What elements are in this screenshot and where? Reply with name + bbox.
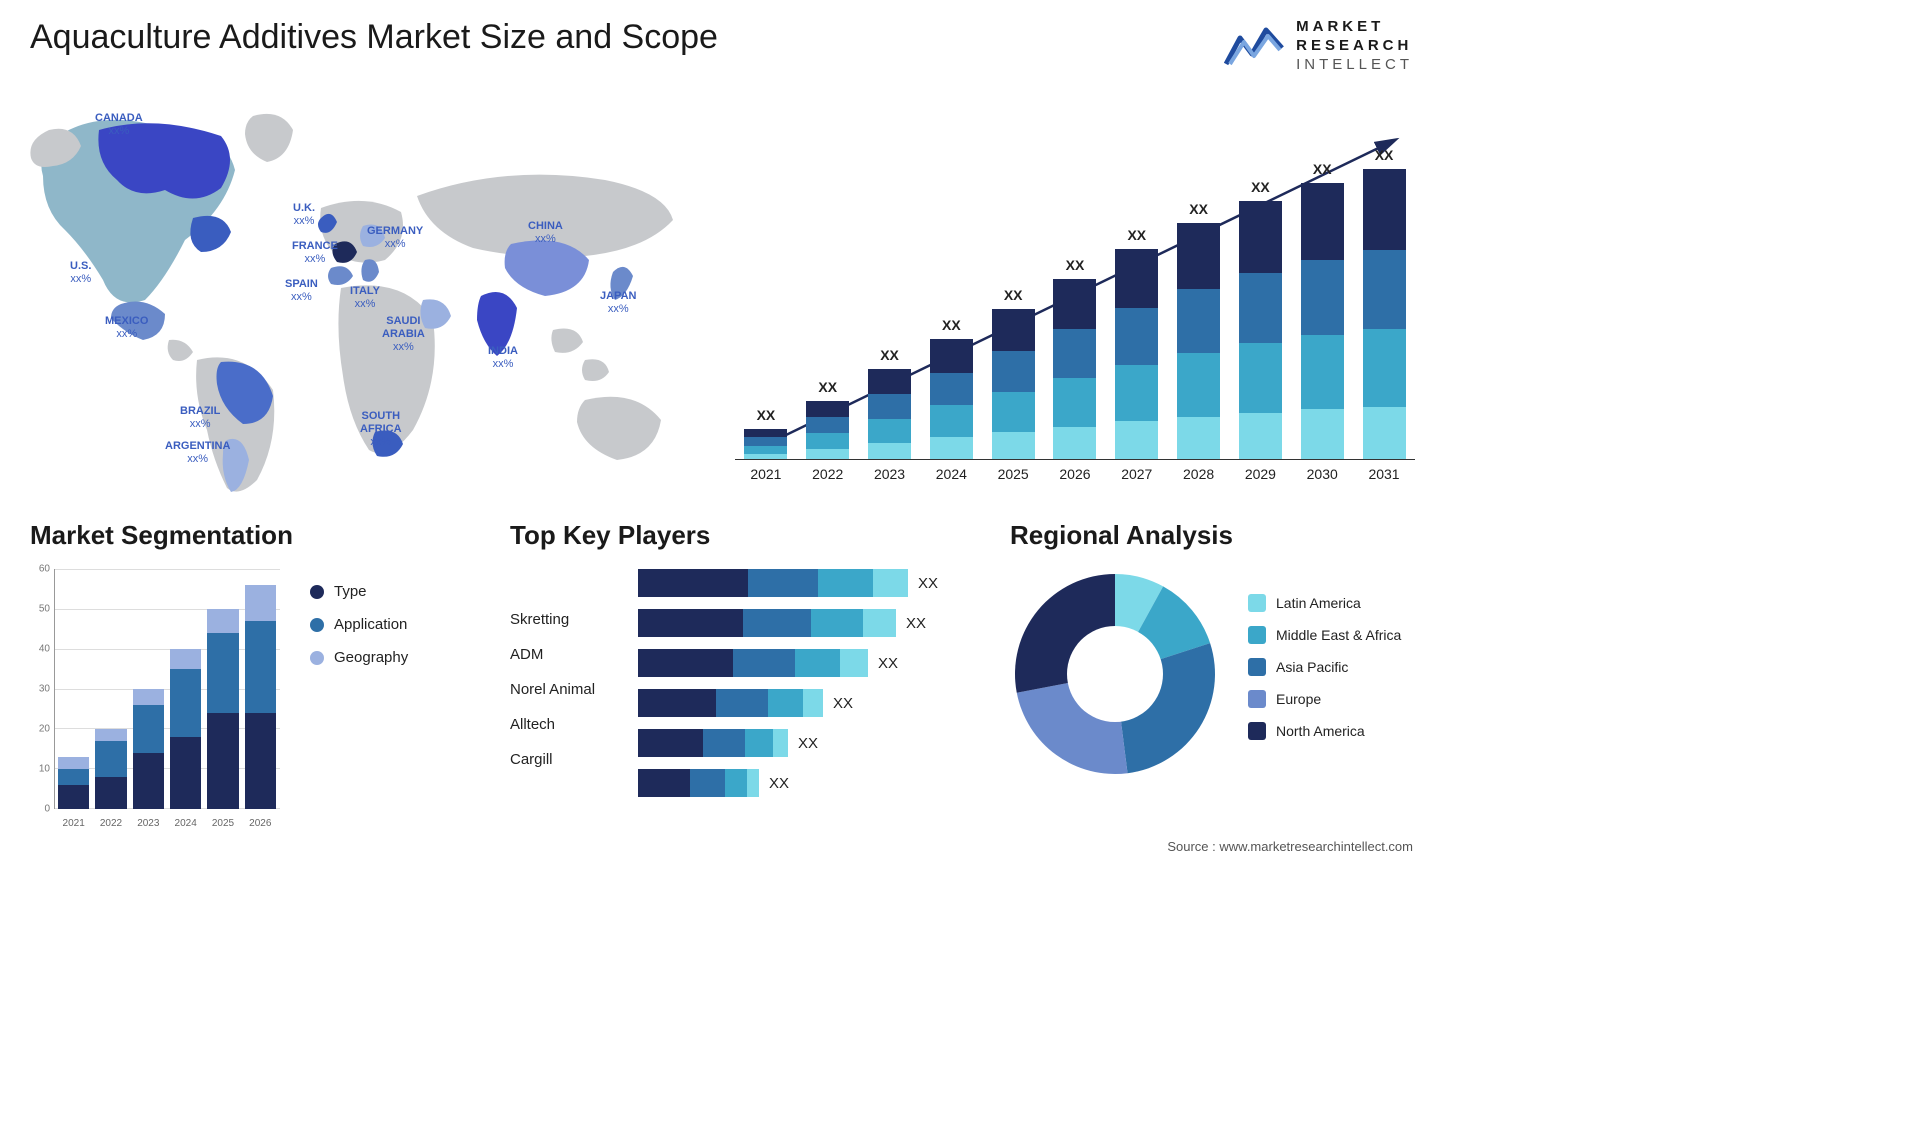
map-label: CANADAxx%: [95, 112, 143, 138]
brand-logo: MARKET RESEARCH INTELLECT: [1224, 18, 1413, 74]
map-label: SPAINxx%: [285, 278, 318, 304]
map-label: MEXICOxx%: [105, 315, 148, 341]
page-title: Aquaculture Additives Market Size and Sc…: [30, 18, 718, 57]
legend-item: Geography: [310, 649, 408, 666]
regional-panel: Regional Analysis Latin America Middle Ea…: [1010, 520, 1430, 779]
map-label: CHINAxx%: [528, 220, 563, 246]
legend-item: Type: [310, 583, 408, 600]
regional-donut-chart: [1010, 569, 1220, 779]
player-bar-row: XX: [638, 609, 990, 637]
player-bar-row: XX: [638, 769, 990, 797]
main-bar-col: XX: [801, 100, 855, 459]
map-label: BRAZILxx%: [180, 405, 220, 431]
main-bar-col: XX: [863, 100, 917, 459]
main-bar-col: XX: [1110, 100, 1164, 459]
segmentation-title: Market Segmentation: [30, 520, 470, 551]
legend-item: Application: [310, 616, 408, 633]
legend-item: Middle East & Africa: [1248, 626, 1401, 644]
logo-mark-icon: [1224, 24, 1284, 68]
regional-title: Regional Analysis: [1010, 520, 1430, 551]
main-bar-col: XX: [1234, 100, 1288, 459]
segmentation-legend: Type Application Geography: [310, 583, 408, 829]
main-bar-col: XX: [924, 100, 978, 459]
map-label: GERMANYxx%: [367, 225, 423, 251]
players-panel: Top Key Players SkrettingADMNorel Animal…: [510, 520, 990, 809]
map-label: SOUTHAFRICAxx%: [360, 410, 402, 450]
main-bar-col: XX: [1172, 100, 1226, 459]
player-bar-row: XX: [638, 729, 990, 757]
regional-legend: Latin America Middle East & Africa Asia Pa…: [1248, 594, 1401, 754]
world-map-panel: CANADAxx% U.S.xx% MEXICOxx% BRAZILxx% ARGENT…: [25, 100, 705, 500]
market-size-chart: XXXXXXXXXXXXXXXXXXXXXX 20212022202320242…: [735, 100, 1415, 500]
logo-text: MARKET RESEARCH INTELLECT: [1296, 18, 1413, 74]
main-bar-col: XX: [1357, 100, 1411, 459]
player-bar-row: XX: [638, 569, 990, 597]
main-bar-col: XX: [1295, 100, 1349, 459]
main-bar-col: XX: [986, 100, 1040, 459]
map-label: INDIAxx%: [488, 345, 518, 371]
segmentation-panel: Market Segmentation 0102030405060 202120…: [30, 520, 470, 829]
legend-item: Europe: [1248, 690, 1401, 708]
legend-item: Asia Pacific: [1248, 658, 1401, 676]
map-label: ARGENTINAxx%: [165, 440, 230, 466]
map-label: ITALYxx%: [350, 285, 380, 311]
player-bar-row: XX: [638, 649, 990, 677]
map-label: FRANCExx%: [292, 240, 338, 266]
segmentation-chart: 0102030405060 202120222023202420252026: [30, 569, 280, 829]
legend-item: Latin America: [1248, 594, 1401, 612]
player-bar-row: XX: [638, 689, 990, 717]
players-chart: XX XX XX XX XX XX: [638, 569, 990, 809]
main-bar-col: XX: [1048, 100, 1102, 459]
map-label: U.K.xx%: [293, 202, 315, 228]
map-label: U.S.xx%: [70, 260, 91, 286]
players-labels: SkrettingADMNorel AnimalAlltechCargill: [510, 569, 620, 809]
players-title: Top Key Players: [510, 520, 990, 551]
map-label: SAUDIARABIAxx%: [382, 315, 425, 355]
legend-item: North America: [1248, 722, 1401, 740]
source-text: Source : www.marketresearchintellect.com: [1167, 839, 1413, 854]
map-label: JAPANxx%: [600, 290, 636, 316]
main-bar-col: XX: [739, 100, 793, 459]
